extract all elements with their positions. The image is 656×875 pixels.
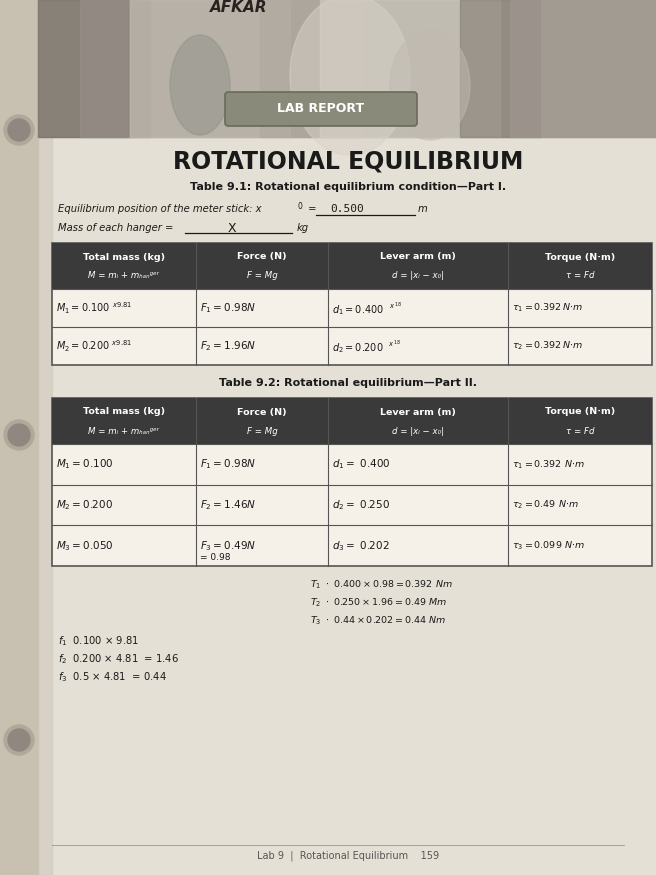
Text: $d_2= 0.200$  $^{x\,^{18}}_{\ }$: $d_2= 0.200$ $^{x\,^{18}}_{\ }$ (332, 338, 401, 354)
Text: $F_1= 0.98N$: $F_1= 0.98N$ (200, 458, 256, 472)
Text: Force (N): Force (N) (237, 253, 287, 262)
Text: kg: kg (297, 223, 309, 233)
Bar (38, 0, 128, 137)
Text: $d_1= 0.400$  $^{x\,^{18}}_{\ }$: $d_1= 0.400$ $^{x\,^{18}}_{\ }$ (332, 300, 402, 316)
Text: Mass of each hanger =: Mass of each hanger = (58, 223, 176, 233)
Text: F = Mg: F = Mg (247, 426, 277, 436)
Text: Torque (N·m): Torque (N·m) (545, 253, 615, 262)
Text: $F_2= 1.96N$: $F_2= 1.96N$ (200, 340, 256, 353)
Text: 0: 0 (298, 202, 303, 211)
Circle shape (4, 115, 34, 145)
Ellipse shape (390, 30, 470, 140)
Text: 0.500: 0.500 (330, 204, 363, 214)
Text: d = |xᵢ − x₀|: d = |xᵢ − x₀| (392, 426, 444, 436)
Text: $f_1$  0.100 $\times$ 9.81: $f_1$ 0.100 $\times$ 9.81 (58, 634, 139, 648)
Text: X: X (228, 221, 236, 234)
Ellipse shape (290, 0, 410, 155)
Text: Lever arm (m): Lever arm (m) (380, 253, 456, 262)
Text: $T_2\ \cdot\ 0.250\times1.96= 0.49\ Mm$: $T_2\ \cdot\ 0.250\times1.96= 0.49\ Mm$ (310, 597, 447, 609)
Text: Force (N): Force (N) (237, 408, 287, 416)
Text: $M_1=0.100$ $^{x9.81}$: $M_1=0.100$ $^{x9.81}$ (56, 300, 133, 316)
Circle shape (4, 420, 34, 450)
Text: $f_2$  0.200 $\times$ 4.81  = 1.46: $f_2$ 0.200 $\times$ 4.81 = 1.46 (58, 652, 179, 666)
Text: M = mᵢ + mₕₐₙᵍᵉʳ: M = mᵢ + mₕₐₙᵍᵉʳ (89, 426, 159, 436)
Bar (38, 0, 656, 137)
Text: $T_3\ \cdot\ 0.44\times0.202= 0.44\ Nm$: $T_3\ \cdot\ 0.44\times0.202= 0.44\ Nm$ (310, 615, 446, 627)
Text: = 0.98: = 0.98 (200, 553, 230, 562)
Text: LAB REPORT: LAB REPORT (277, 102, 365, 116)
Text: =: = (305, 204, 319, 214)
Text: $d_1=\ 0.400$: $d_1=\ 0.400$ (332, 458, 390, 472)
Bar (460, 0, 540, 137)
Text: $d_3=\ 0.202$: $d_3=\ 0.202$ (332, 539, 390, 553)
Text: τ = Fd: τ = Fd (565, 426, 594, 436)
Bar (320, 0, 500, 137)
Bar (52, 243, 652, 365)
Text: τ = Fd: τ = Fd (565, 271, 594, 281)
Text: Lab 9  |  Rotational Equilibrium    159: Lab 9 | Rotational Equilibrium 159 (257, 850, 439, 861)
Text: $\tau_1= 0.392\ N{\cdot}m$: $\tau_1= 0.392\ N{\cdot}m$ (512, 458, 584, 471)
Circle shape (8, 729, 30, 751)
Text: $F_3= 0.49N$: $F_3= 0.49N$ (200, 539, 256, 553)
Text: $M_2=0.200$ $^{x9.81}$: $M_2=0.200$ $^{x9.81}$ (56, 339, 132, 354)
Text: $F_2= 1.46N$: $F_2= 1.46N$ (200, 498, 256, 512)
Text: Lever arm (m): Lever arm (m) (380, 408, 456, 416)
Circle shape (4, 725, 34, 755)
Circle shape (8, 424, 30, 446)
Text: d = |xᵢ − x₀|: d = |xᵢ − x₀| (392, 271, 444, 281)
Ellipse shape (170, 35, 230, 135)
Text: Torque (N·m): Torque (N·m) (545, 408, 615, 416)
Bar (38, 0, 52, 875)
Bar (80, 0, 150, 137)
Text: $d_2=\ 0.250$: $d_2=\ 0.250$ (332, 498, 390, 512)
Bar (510, 0, 656, 137)
Text: Table 9.2: Rotational equilibrium—Part II.: Table 9.2: Rotational equilibrium—Part I… (219, 378, 477, 388)
Text: $f_3$  0.5 $\times$ 4.81  = 0.44: $f_3$ 0.5 $\times$ 4.81 = 0.44 (58, 670, 167, 684)
Text: $M_1= 0.100$: $M_1= 0.100$ (56, 458, 113, 472)
Text: $T_1\ \cdot\ 0.400\times0.98= 0.392\ Nm$: $T_1\ \cdot\ 0.400\times0.98= 0.392\ Nm$ (310, 578, 453, 592)
Text: Total mass (kg): Total mass (kg) (83, 253, 165, 262)
Text: AFKAR: AFKAR (210, 0, 268, 15)
Bar (52, 398, 652, 444)
Text: $\tau_2= 0.392\,N{\cdot}m$: $\tau_2= 0.392\,N{\cdot}m$ (512, 340, 583, 353)
Text: $\tau_1= 0.392\,N{\cdot}m$: $\tau_1= 0.392\,N{\cdot}m$ (512, 302, 583, 314)
FancyBboxPatch shape (225, 92, 417, 126)
Text: m: m (418, 204, 428, 214)
Bar (52, 398, 652, 566)
Text: ROTATIONAL EQUILIBRIUM: ROTATIONAL EQUILIBRIUM (173, 149, 523, 173)
Circle shape (8, 119, 30, 141)
Text: Total mass (kg): Total mass (kg) (83, 408, 165, 416)
Text: $\tau_3= 0.099\ N{\cdot}m$: $\tau_3= 0.099\ N{\cdot}m$ (512, 539, 585, 552)
Text: $M_3= 0.050$: $M_3= 0.050$ (56, 539, 113, 553)
Bar (52, 243, 652, 289)
Text: M = mᵢ + mₕₐₙᵍᵉʳ: M = mᵢ + mₕₐₙᵍᵉʳ (89, 271, 159, 281)
Text: F = Mg: F = Mg (247, 271, 277, 281)
Bar (260, 0, 360, 137)
Text: $F_1= 0.98N$: $F_1= 0.98N$ (200, 301, 256, 315)
Text: $\tau_2= 0.49\ N{\cdot}m$: $\tau_2= 0.49\ N{\cdot}m$ (512, 499, 579, 511)
Text: $M_2= 0.200$: $M_2= 0.200$ (56, 498, 113, 512)
Text: Equilibrium position of the meter stick: x: Equilibrium position of the meter stick:… (58, 204, 262, 214)
Bar (0, 0, 38, 875)
Bar (130, 0, 290, 137)
Text: Table 9.1: Rotational equilibrium condition—Part I.: Table 9.1: Rotational equilibrium condit… (190, 182, 506, 192)
